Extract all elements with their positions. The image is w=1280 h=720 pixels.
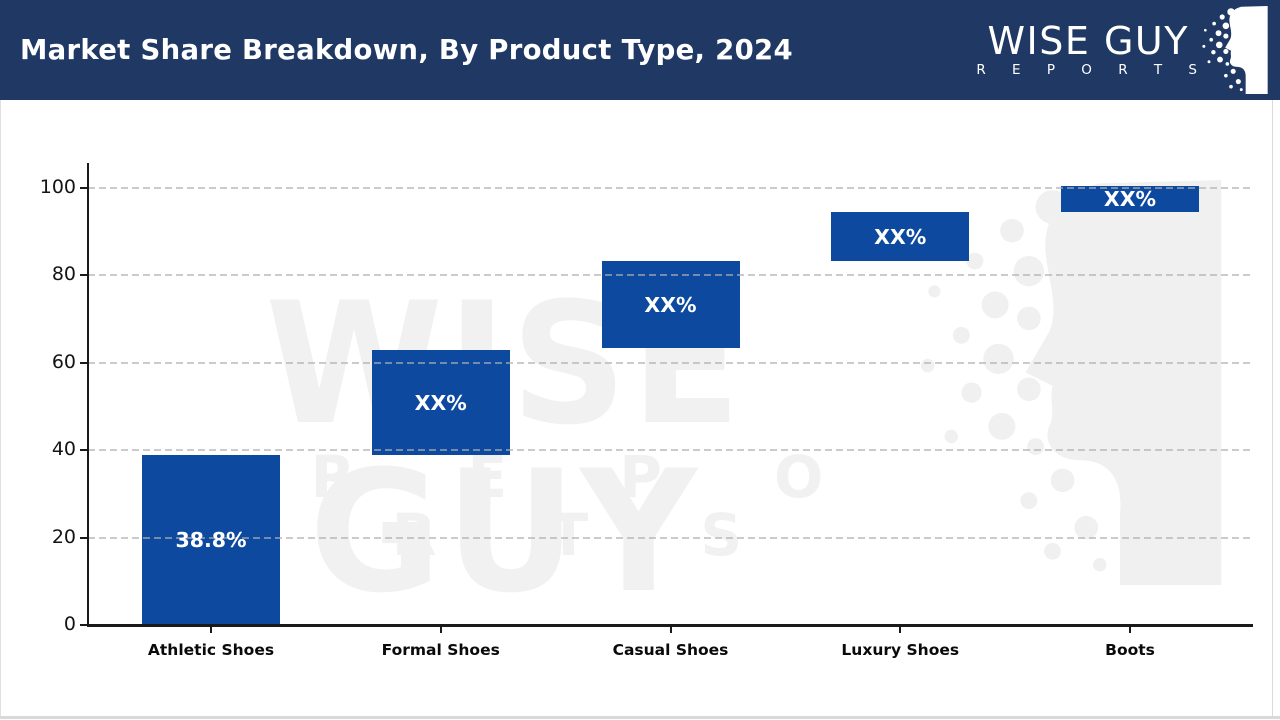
y-tick-label-0: 0 [63,613,76,635]
bar-value-label: XX% [1103,186,1157,211]
header-bar: Market Share Breakdown, By Product Type,… [0,0,1280,100]
bar-value-label: XX% [874,224,927,249]
x-tick-1 [210,625,212,633]
y-tick-label-40: 40 [51,438,76,461]
bar-value-label: XX% [644,292,697,317]
brand-logo-line2: R E P O R T S [976,62,1208,79]
x-tick-3 [669,625,672,633]
y-tick-label-100: 100 [39,176,76,198]
brand-logo: WISE GUY R E P O R T S [968,0,1268,100]
watermark-face-icon [920,180,1222,585]
x-tick-5 [1129,625,1131,633]
bottom-border [0,716,1280,719]
x-tick-2 [439,625,442,633]
y-tick-label-20: 20 [51,525,76,548]
x-tick-label-luxury-shoes: Luxury Shoes [841,641,960,659]
grid-line-60 [88,361,1253,364]
y-tick-60 [80,361,88,364]
x-tick-label-boots: Boots [1105,641,1155,659]
x-axis-line [87,624,1253,627]
x-tick-label-casual-shoes: Casual Shoes [612,641,729,659]
bar-value-label: XX% [414,390,467,415]
y-tick-80 [80,274,88,277]
y-axis-line [87,163,89,627]
brand-logo-line1: WISE GUY [987,18,1189,63]
page-title: Market Share Breakdown, By Product Type,… [20,34,793,66]
y-tick-100 [80,187,88,189]
y-tick-20 [80,536,88,539]
y-tick-0 [80,624,88,626]
x-tick-4 [899,625,902,633]
bar-luxury-shoes [831,212,970,261]
brand-face-icon [1202,6,1268,94]
right-border [1272,100,1273,716]
bar-value-label: 38.8% [175,528,247,553]
bar-athletic-shoes [142,455,280,625]
y-tick-label-60: 60 [51,350,76,373]
brand-logo-text: WISE GUY R E P O R T S [968,18,1208,79]
y-tick-40 [80,449,88,452]
bar-formal-shoes [371,349,510,456]
bar-boots [1061,185,1199,213]
x-tick-label-athletic-shoes: Athletic Shoes [147,641,275,659]
left-border [0,100,1,716]
y-tick-label-80: 80 [51,263,76,286]
x-tick-label-formal-shoes: Formal Shoes [381,641,500,659]
grid-line-80 [88,274,1253,277]
waterfall-chart: 38.8% XX% XX% XX% XX% 0 20 40 60 80 100 Athletic Sh… [0,100,1280,716]
grid-line-100 [88,187,1253,189]
grid-line-40 [88,449,1253,452]
grid-line-20 [88,536,1253,539]
